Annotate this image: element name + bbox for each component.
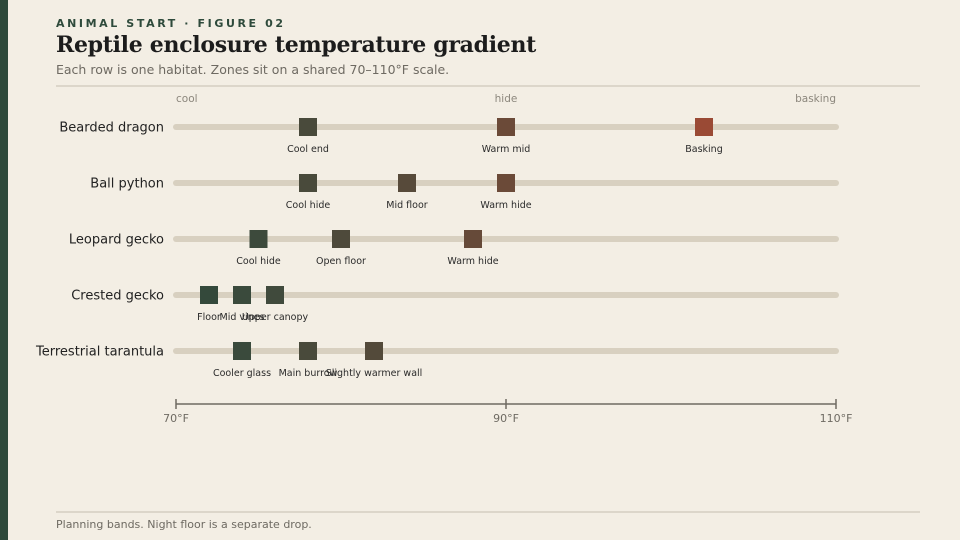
zone-marker-ball-python-warm-hide <box>497 174 515 192</box>
header-divider <box>56 85 920 87</box>
zone-marker-bearded-dragon-cool-end <box>299 118 317 136</box>
zone-label-terrestrial-tarantula-main-burrow: Main burrow <box>279 368 338 379</box>
zone-label-bearded-dragon-warm-mid: Warm mid <box>482 144 531 155</box>
zone-marker-crested-gecko-upper-canopy <box>266 286 284 304</box>
x-tick-label-110: 110°F <box>820 412 853 425</box>
zone-marker-crested-gecko-floor <box>200 286 218 304</box>
footnote: Planning bands. Night floor is a separat… <box>56 518 312 531</box>
zone-label-terrestrial-tarantula-cooler-glass: Cooler glass <box>213 368 271 379</box>
zone-label-leopard-gecko-cool-hide: Cool hide <box>236 256 281 267</box>
row-label-leopard-gecko: Leopard gecko <box>69 233 164 248</box>
zone-label-crested-gecko-mid-vines: Mid vines <box>220 312 265 323</box>
zone-marker-terrestrial-tarantula-cooler-glass <box>233 342 251 360</box>
zone-label-leopard-gecko-warm-hide: Warm hide <box>447 256 498 267</box>
zone-label-leopard-gecko-open-floor: Open floor <box>316 256 366 267</box>
zone-marker-bearded-dragon-warm-mid <box>497 118 515 136</box>
zone-marker-crested-gecko-mid-vines <box>233 286 251 304</box>
zone-label-bearded-dragon-basking: Basking <box>685 144 722 155</box>
zone-label-crested-gecko-floor: Floor <box>197 312 221 323</box>
zone-marker-leopard-gecko-warm-hide <box>464 230 482 248</box>
footer-divider <box>56 511 920 513</box>
zone-marker-ball-python-mid-floor <box>398 174 416 192</box>
zone-label-ball-python-cool-hide: Cool hide <box>286 200 331 211</box>
row-label-crested-gecko: Crested gecko <box>71 289 164 304</box>
row-label-ball-python: Ball python <box>90 177 164 192</box>
zone-header-cool: cool <box>176 93 198 105</box>
zone-marker-terrestrial-tarantula-slightly-warmer-wall <box>365 342 383 360</box>
zone-header-basking: basking <box>795 93 836 105</box>
zone-header-hide: hide <box>495 93 518 105</box>
row-label-bearded-dragon: Bearded dragon <box>59 121 164 136</box>
zone-marker-leopard-gecko-open-floor <box>332 230 350 248</box>
zone-label-ball-python-mid-floor: Mid floor <box>386 200 427 211</box>
zone-marker-leopard-gecko-cool-hide <box>249 230 268 248</box>
zone-label-ball-python-warm-hide: Warm hide <box>480 200 531 211</box>
zone-label-crested-gecko-upper-canopy: Upper canopy <box>242 312 309 323</box>
x-tick-label-90: 90°F <box>493 412 519 425</box>
row-label-terrestrial-tarantula: Terrestrial tarantula <box>35 345 164 360</box>
chart-title: Reptile enclosure temperature gradient <box>56 32 537 58</box>
zone-marker-terrestrial-tarantula-main-burrow <box>299 342 317 360</box>
figure-kicker: ANIMAL START · FIGURE 02 <box>56 17 286 30</box>
zone-label-bearded-dragon-cool-end: Cool end <box>287 144 329 155</box>
zone-label-terrestrial-tarantula-slightly-warmer-wall: Slightly warmer wall <box>326 368 423 379</box>
x-tick-label-70: 70°F <box>163 412 189 425</box>
zone-marker-ball-python-cool-hide <box>299 174 317 192</box>
chart-subtitle: Each row is one habitat. Zones sit on a … <box>56 62 450 77</box>
accent-side-bar <box>0 0 8 540</box>
zone-marker-bearded-dragon-basking <box>695 118 713 136</box>
